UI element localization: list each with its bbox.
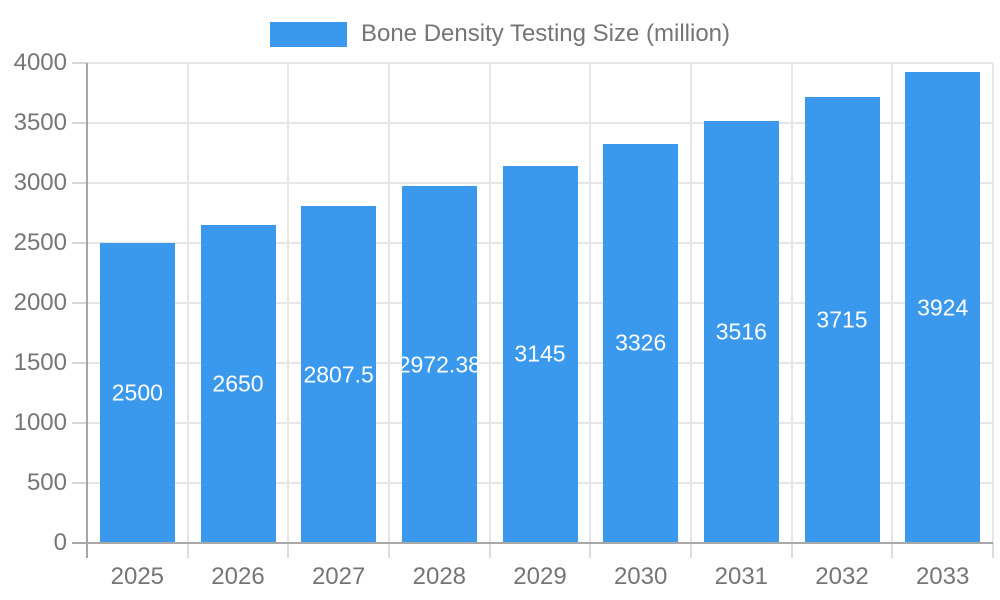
x-tick-label: 2028 bbox=[412, 563, 467, 590]
legend-label: Bone Density Testing Size (million) bbox=[360, 20, 731, 47]
bar bbox=[401, 186, 477, 543]
x-axis-tick bbox=[992, 543, 994, 558]
gridline-horizontal bbox=[87, 62, 993, 64]
bar-value-label: 3145 bbox=[514, 340, 566, 367]
bar bbox=[703, 121, 779, 543]
bar bbox=[905, 72, 981, 543]
bar-value-label: 3326 bbox=[615, 329, 667, 356]
gridline-vertical bbox=[589, 63, 592, 543]
x-tick-label: 2030 bbox=[613, 563, 668, 590]
y-axis-tick bbox=[72, 242, 87, 244]
gridline-vertical bbox=[488, 63, 491, 543]
bar bbox=[502, 165, 578, 543]
bar bbox=[99, 243, 175, 543]
x-axis-tick bbox=[388, 543, 390, 558]
x-axis-line bbox=[72, 542, 993, 544]
x-tick-label: 2025 bbox=[110, 563, 165, 590]
plot-area: 2500 2650 2807.5 2972.38 3145 3326 3516 3715 392… bbox=[72, 62, 994, 558]
gridline-vertical bbox=[992, 63, 994, 543]
y-tick-label: 1500 bbox=[13, 349, 67, 376]
y-tick-label: 3000 bbox=[13, 169, 67, 196]
y-tick-label: 4000 bbox=[13, 49, 67, 76]
y-tick-label: 2000 bbox=[13, 289, 67, 316]
x-tick-label: 2029 bbox=[513, 563, 567, 590]
x-axis-tick bbox=[287, 543, 290, 558]
y-axis-tick bbox=[72, 362, 87, 364]
x-axis-tick bbox=[589, 543, 592, 558]
x-axis-tick bbox=[891, 543, 894, 558]
x-tick-label: 2026 bbox=[211, 563, 265, 590]
gridline-horizontal bbox=[87, 122, 993, 124]
x-tick-label: 2031 bbox=[714, 563, 769, 590]
y-axis-tick bbox=[72, 62, 87, 64]
legend: Bone Density Testing Size (million) bbox=[0, 20, 1000, 48]
y-axis-tick bbox=[72, 182, 87, 184]
legend-swatch bbox=[269, 21, 347, 47]
bar-value-label: 2807.5 bbox=[303, 361, 374, 388]
bar-value-label: 2972.38 bbox=[397, 351, 481, 378]
y-tick-label: 3500 bbox=[13, 109, 67, 136]
x-tick-label: 2032 bbox=[815, 563, 869, 590]
gridline-vertical bbox=[790, 63, 793, 543]
gridline-vertical bbox=[891, 63, 894, 543]
bar bbox=[200, 225, 276, 543]
x-tick-label: 2033 bbox=[915, 563, 970, 590]
gridline-vertical bbox=[388, 63, 390, 543]
y-axis-tick bbox=[72, 302, 87, 304]
y-tick-label: 0 bbox=[53, 529, 67, 556]
x-axis-tick bbox=[690, 543, 692, 558]
x-axis-tick bbox=[186, 543, 189, 558]
bar bbox=[301, 206, 377, 543]
bar-value-label: 3924 bbox=[917, 294, 969, 321]
gridline-vertical bbox=[186, 63, 189, 543]
bar bbox=[804, 97, 880, 543]
x-axis-tick bbox=[790, 543, 793, 558]
bar-value-label: 3516 bbox=[715, 318, 767, 345]
y-tick-label: 1000 bbox=[13, 409, 67, 436]
y-axis-tick bbox=[72, 122, 87, 124]
gridline-vertical bbox=[690, 63, 692, 543]
y-axis-tick bbox=[72, 482, 87, 484]
y-axis-tick bbox=[72, 422, 87, 424]
x-axis-tick bbox=[488, 543, 491, 558]
bar-value-label: 2500 bbox=[111, 379, 163, 406]
y-tick-label: 500 bbox=[26, 469, 67, 496]
bar-value-label: 3715 bbox=[816, 306, 868, 333]
bar-value-label: 2650 bbox=[212, 370, 264, 397]
gridline-vertical bbox=[287, 63, 290, 543]
y-axis-line bbox=[86, 63, 88, 558]
x-tick-label: 2027 bbox=[311, 563, 366, 590]
bar bbox=[603, 143, 679, 543]
y-tick-label: 2500 bbox=[13, 229, 67, 256]
